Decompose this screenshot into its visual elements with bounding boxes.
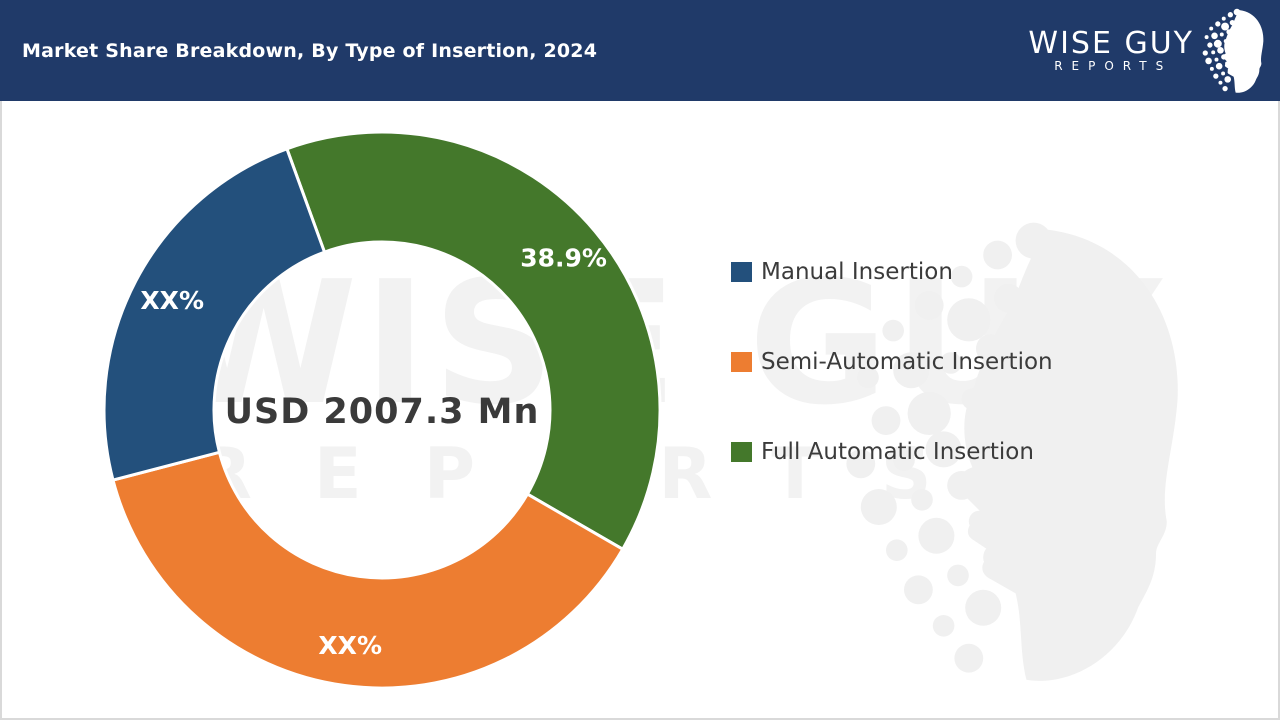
legend-swatch-manual-insertion (731, 262, 752, 282)
donut-slice-manual-insertion[interactable] (102, 147, 326, 482)
slice-label-full-automatic-insertion: 38.9% (520, 244, 607, 273)
legend-swatch-full-automatic-insertion (731, 442, 752, 462)
legend-label: Full Automatic Insertion (761, 439, 1034, 465)
page-title: Market Share Breakdown, By Type of Inser… (22, 39, 598, 62)
logo-subtext: REPORTS (1054, 59, 1173, 74)
logo-wordmark: WISE GUY (1028, 25, 1194, 61)
legend-label: Manual Insertion (761, 259, 953, 285)
legend-item-semi-automatic-insertion: Semi-Automatic Insertion (731, 347, 1053, 377)
legend-swatch-semi-automatic-insertion (731, 352, 752, 372)
legend: Manual Insertion Semi-Automatic Insertio… (731, 257, 1053, 527)
legend-item-full-automatic-insertion: Full Automatic Insertion (731, 437, 1053, 467)
header: Market Share Breakdown, By Type of Inser… (0, 0, 1280, 101)
chart-center-value: USD 2007.3 Mn (224, 392, 540, 432)
donut-chart: 38.9% XX% XX% (102, 130, 662, 690)
logo-face-icon (1200, 8, 1266, 94)
legend-label: Semi-Automatic Insertion (761, 349, 1053, 375)
legend-item-manual-insertion: Manual Insertion (731, 257, 1053, 287)
slice-label-semi-automatic-insertion: XX% (318, 631, 382, 660)
chart-area: WISE GUY REPORTS 38.9%XX%XX% USD 2007.3 … (0, 101, 1280, 720)
slice-label-manual-insertion: XX% (140, 286, 204, 315)
donut-slice-full-automatic-insertion[interactable] (285, 130, 662, 551)
brand-logo: WISE GUY REPORTS (1028, 8, 1266, 94)
donut-slice-semi-automatic-insertion[interactable] (111, 450, 625, 690)
brand-logo-text: WISE GUY REPORTS (1028, 28, 1194, 74)
